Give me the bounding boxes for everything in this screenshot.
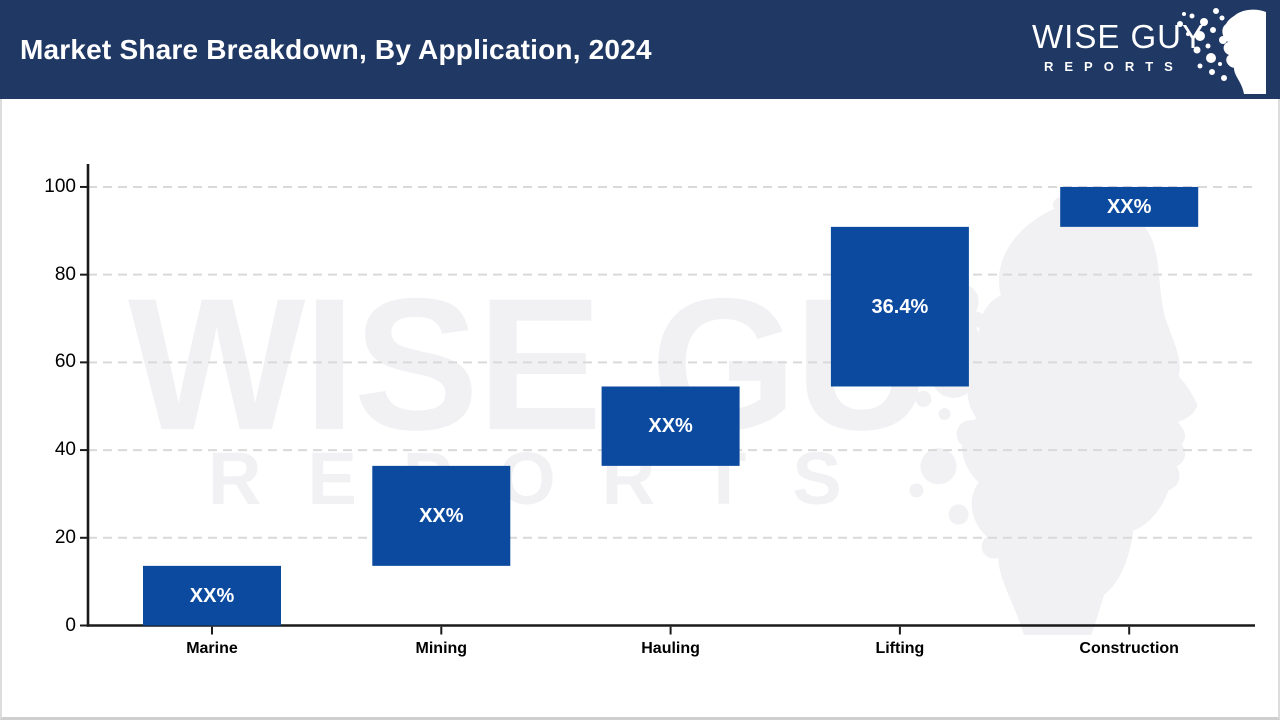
x-tick-label: Marine <box>186 640 238 657</box>
bar-value-label: XX% <box>648 415 693 438</box>
bar-lifting <box>830 226 969 387</box>
logo-text: WISE GUY REPORTS <box>1032 18 1205 74</box>
chart-frame <box>0 99 1280 720</box>
y-tick-label: 60 <box>54 351 76 373</box>
logo-brand-name: WISE GUY <box>1032 18 1206 55</box>
y-tick-label: 0 <box>65 614 76 636</box>
chart-title: Market Share Breakdown, By Application, … <box>20 33 652 65</box>
bar-value-label: 36.4% <box>871 295 929 318</box>
bar-construction <box>1060 186 1199 227</box>
x-tick-label: Mining <box>415 640 468 657</box>
bar-marine <box>143 565 281 626</box>
y-tick-label: 100 <box>44 175 76 197</box>
x-tick-label: Hauling <box>641 640 700 657</box>
bar-mining <box>372 465 511 566</box>
header-bar: Market Share Breakdown, By Application, … <box>0 0 1280 99</box>
wise-guy-reports-logo: WISE GUY REPORTS <box>1008 4 1266 96</box>
bar-value-label: XX% <box>1106 195 1152 218</box>
logo-brand-subtitle: REPORTS <box>1044 59 1184 74</box>
bar-value-label: XX% <box>189 584 235 607</box>
y-tick-label: 80 <box>54 263 76 285</box>
bar-hauling <box>601 386 740 466</box>
bar-value-label: XX% <box>419 504 464 527</box>
y-tick-label: 40 <box>54 439 76 461</box>
logo-face-icon <box>1177 8 1266 94</box>
x-tick-label: Lifting <box>875 640 925 657</box>
x-tick-label: Construction <box>1079 640 1179 657</box>
y-tick-label: 20 <box>54 526 76 548</box>
